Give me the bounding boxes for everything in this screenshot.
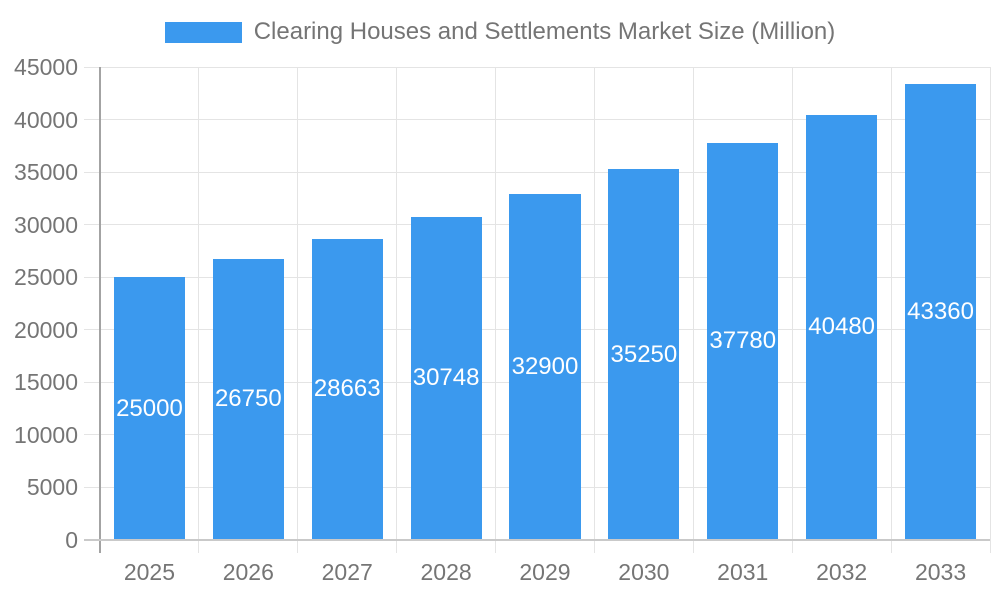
bar-value-label: 37780 <box>709 327 777 355</box>
bar-2031[interactable]: 37780 <box>707 142 779 540</box>
bar-2030[interactable]: 35250 <box>608 169 680 540</box>
x-axis-line <box>84 539 990 541</box>
y-axis-tick <box>84 434 100 436</box>
bar-value-label: 30748 <box>412 364 480 392</box>
bar-value-label: 28663 <box>313 375 381 403</box>
bar-2032[interactable]: 40480 <box>806 114 878 540</box>
y-axis-tick <box>84 381 100 383</box>
bar-2027[interactable]: 28663 <box>311 238 383 540</box>
bar-value-label: 43360 <box>907 298 974 326</box>
x-tick-label: 2028 <box>420 559 472 585</box>
y-axis-tick <box>84 276 100 278</box>
y-tick-label: 25000 <box>14 264 78 291</box>
y-axis-tick <box>84 224 100 226</box>
x-tick-label: 2032 <box>816 559 868 585</box>
h-grid-line <box>100 66 990 68</box>
y-tick-label: 30000 <box>14 211 78 238</box>
y-axis-tick <box>84 486 100 488</box>
x-grid-line <box>495 67 497 553</box>
x-grid-line <box>593 67 595 553</box>
x-grid-line <box>989 67 991 553</box>
y-tick-label: 0 <box>65 527 78 553</box>
h-grid-line <box>100 171 990 173</box>
x-grid-line <box>791 67 793 553</box>
bar-value-label: 26750 <box>214 385 282 413</box>
x-tick-label: 2031 <box>717 559 769 585</box>
y-axis-tick <box>84 329 100 331</box>
y-tick-label: 10000 <box>14 421 78 448</box>
y-axis-tick <box>84 119 100 121</box>
y-axis-tick <box>84 171 100 173</box>
y-tick-label: 15000 <box>14 369 78 396</box>
legend-swatch[interactable] <box>164 21 242 43</box>
bar-value-label: 25000 <box>116 394 183 422</box>
bar-2033[interactable]: 43360 <box>904 84 977 540</box>
y-tick-label: 35000 <box>14 159 78 186</box>
bar-2025[interactable]: 25000 <box>113 277 186 540</box>
legend: Clearing Houses and Settlements Market S… <box>0 18 1000 46</box>
y-tick-label: 40000 <box>14 106 78 133</box>
bar-2028[interactable]: 30748 <box>410 216 482 540</box>
x-tick-label: 2030 <box>618 559 670 585</box>
x-grid-line <box>890 67 892 553</box>
bar-2029[interactable]: 32900 <box>509 194 581 540</box>
legend-label[interactable]: Clearing Houses and Settlements Market S… <box>253 18 836 45</box>
y-tick-label: 20000 <box>14 316 78 343</box>
y-tick-label: 45000 <box>14 54 78 80</box>
x-tick-label: 2029 <box>519 559 571 585</box>
bar-value-label: 32900 <box>511 353 579 381</box>
x-tick-label: 2025 <box>123 559 176 585</box>
h-grid-line <box>100 119 990 121</box>
x-grid-line <box>198 67 200 553</box>
x-tick-label: 2033 <box>914 559 967 585</box>
y-tick-label: 5000 <box>26 474 78 501</box>
bar-value-label: 35250 <box>610 340 678 368</box>
x-grid-line <box>692 67 694 553</box>
bar-value-label: 40480 <box>808 313 876 341</box>
bar-2026[interactable]: 26750 <box>212 258 284 540</box>
x-grid-line <box>396 67 398 553</box>
y-axis-tick <box>84 66 100 68</box>
y-axis-line <box>99 67 101 553</box>
x-grid-line <box>297 67 299 553</box>
x-tick-label: 2026 <box>222 559 274 585</box>
x-tick-label: 2027 <box>321 559 373 585</box>
